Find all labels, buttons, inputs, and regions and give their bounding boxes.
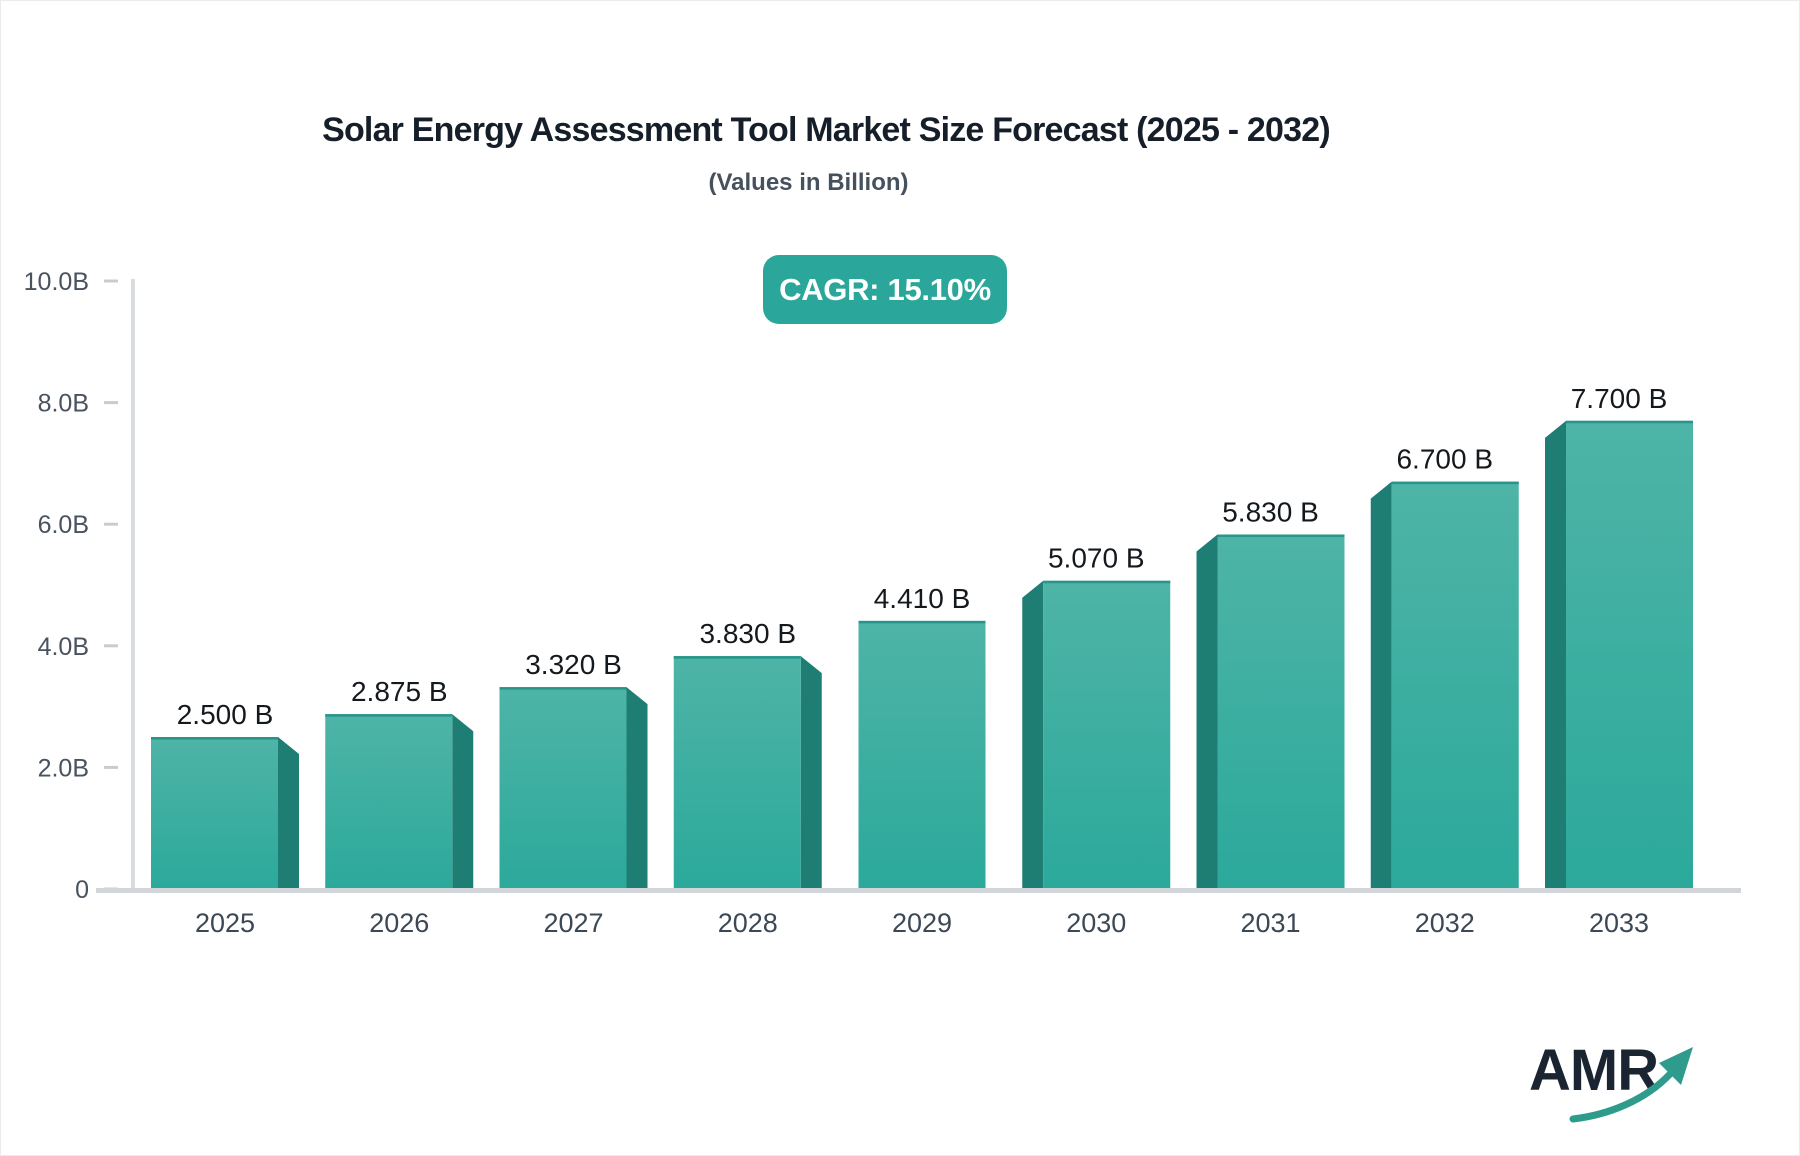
x-axis-label: 2030: [1066, 908, 1126, 938]
y-tick-label: 0: [75, 876, 89, 904]
x-axis-label: 2026: [369, 908, 429, 938]
bar-value-label: 7.700 B: [1571, 383, 1668, 414]
x-baseline: [96, 888, 1741, 893]
x-axis-label: 2029: [892, 908, 952, 938]
y-axis-line: [131, 279, 135, 889]
bar-value-label: 3.320 B: [525, 649, 622, 680]
bar-2026: [325, 714, 453, 889]
bar-value-label: 4.410 B: [874, 583, 971, 614]
bar-2028: [673, 656, 801, 889]
bar-2033: [1566, 420, 1693, 889]
chart-title: Solar Energy Assessment Tool Market Size…: [322, 111, 1331, 149]
bar-2030: [1043, 580, 1171, 889]
bar-value-label: 2.875 B: [351, 676, 448, 707]
growth-arrow-icon: [1569, 1047, 1693, 1123]
y-tick-label: 4.0B: [38, 633, 89, 661]
bar-value-label: 2.500 B: [177, 699, 274, 730]
y-tick-label: 10.0B: [24, 268, 89, 296]
bar-side: [452, 714, 474, 889]
bar-2027: [499, 687, 627, 889]
bar-side: [626, 687, 648, 889]
bar-side: [1545, 420, 1566, 889]
y-tick-label: 2.0B: [38, 754, 89, 782]
bar-2029: [858, 620, 986, 889]
bar-value-label: 5.070 B: [1048, 543, 1145, 574]
bar-2025: [151, 737, 278, 889]
x-axis-label: 2028: [718, 908, 778, 938]
bar-value-label: 3.830 B: [699, 618, 796, 649]
bar-2032: [1391, 481, 1519, 889]
y-tick-label: 8.0B: [38, 390, 89, 418]
bar-2031: [1217, 534, 1345, 889]
amr-logo: AMR: [1529, 1037, 1729, 1137]
bar-side: [1196, 534, 1218, 889]
bar-side: [1022, 580, 1044, 889]
chart-subtitle: (Values in Billion): [708, 169, 909, 196]
x-axis-label: 2025: [195, 908, 255, 938]
x-axis-label: 2031: [1240, 908, 1300, 938]
cagr-badge-label: CAGR: 15.10%: [779, 271, 991, 307]
bar-value-label: 6.700 B: [1396, 444, 1493, 475]
bar-side: [278, 737, 299, 889]
bar-side: [800, 656, 822, 889]
bar-side: [1370, 481, 1392, 889]
amr-logo-text: AMR: [1529, 1038, 1659, 1103]
x-axis-label: 2032: [1415, 908, 1475, 938]
x-axis-label: 2033: [1589, 908, 1649, 938]
y-tick-label: 6.0B: [38, 511, 89, 539]
x-axis-label: 2027: [543, 908, 603, 938]
cagr-badge: CAGR: 15.10%: [763, 255, 1007, 324]
bar-value-label: 5.830 B: [1222, 497, 1319, 528]
